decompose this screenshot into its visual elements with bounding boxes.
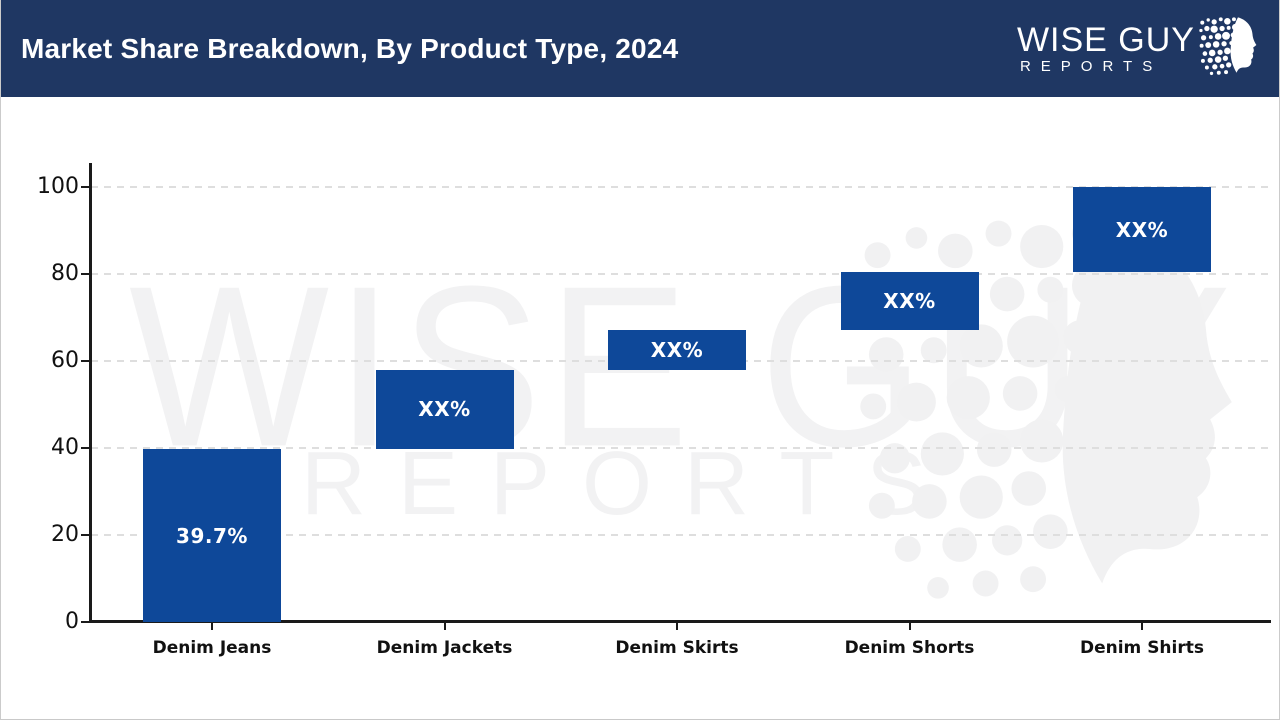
x-tick-mark <box>211 623 213 630</box>
gridline <box>91 273 1269 275</box>
gridline <box>91 447 1269 449</box>
x-tick-mark <box>443 623 446 630</box>
bar-value-label: XX% <box>1115 217 1169 242</box>
logo-wiseguy-text: WISE GUY <box>1016 20 1195 59</box>
logo-reports-text: REPORTS <box>1019 57 1163 75</box>
x-tick-mark <box>676 623 678 630</box>
watermark-reports-text: REPORTS <box>301 434 959 534</box>
logo-face-icon <box>1197 9 1263 89</box>
bar: XX% <box>840 272 979 331</box>
x-axis-line <box>89 620 1271 623</box>
bar: 39.7% <box>143 449 281 622</box>
y-tick-label: 80 <box>51 261 79 286</box>
logo-wordmark: WISE GUY REPORTS <box>1017 22 1195 76</box>
bar: XX% <box>1073 187 1211 273</box>
page-title: Market Share Breakdown, By Product Type,… <box>21 32 679 64</box>
y-tick-mark <box>81 534 89 536</box>
x-tick-label: Denim Shirts <box>1079 638 1204 658</box>
y-tick-label: 40 <box>51 435 79 460</box>
bar: XX% <box>608 330 746 370</box>
bar-value-label: XX% <box>650 337 704 362</box>
y-axis-line <box>89 163 92 623</box>
header-bar: Market Share Breakdown, By Product Type,… <box>1 0 1279 97</box>
y-tick-mark <box>81 621 89 623</box>
x-tick-label: Denim Jeans <box>152 638 272 658</box>
x-tick-mark <box>1141 623 1143 630</box>
bar-value-label: XX% <box>418 397 471 422</box>
x-tick-label: Denim Skirts <box>615 638 739 658</box>
y-tick-mark <box>81 447 89 449</box>
bar: XX% <box>375 369 514 450</box>
gridline <box>91 534 1269 536</box>
x-tick-mark <box>908 623 911 630</box>
y-tick-mark <box>81 273 89 275</box>
y-tick-label: 100 <box>37 174 79 199</box>
bar-value-label: 39.7% <box>176 523 248 548</box>
gridline <box>91 186 1269 188</box>
y-tick-mark <box>81 360 89 362</box>
y-tick-label: 0 <box>65 609 79 634</box>
x-tick-label: Denim Jackets <box>376 638 513 658</box>
y-tick-label: 60 <box>51 348 79 373</box>
y-tick-mark <box>81 186 89 188</box>
x-tick-label: Denim Shorts <box>844 638 975 658</box>
bar-value-label: XX% <box>883 289 936 314</box>
y-tick-label: 20 <box>51 522 79 547</box>
wiseguy-logo: WISE GUY REPORTS <box>1017 9 1263 89</box>
